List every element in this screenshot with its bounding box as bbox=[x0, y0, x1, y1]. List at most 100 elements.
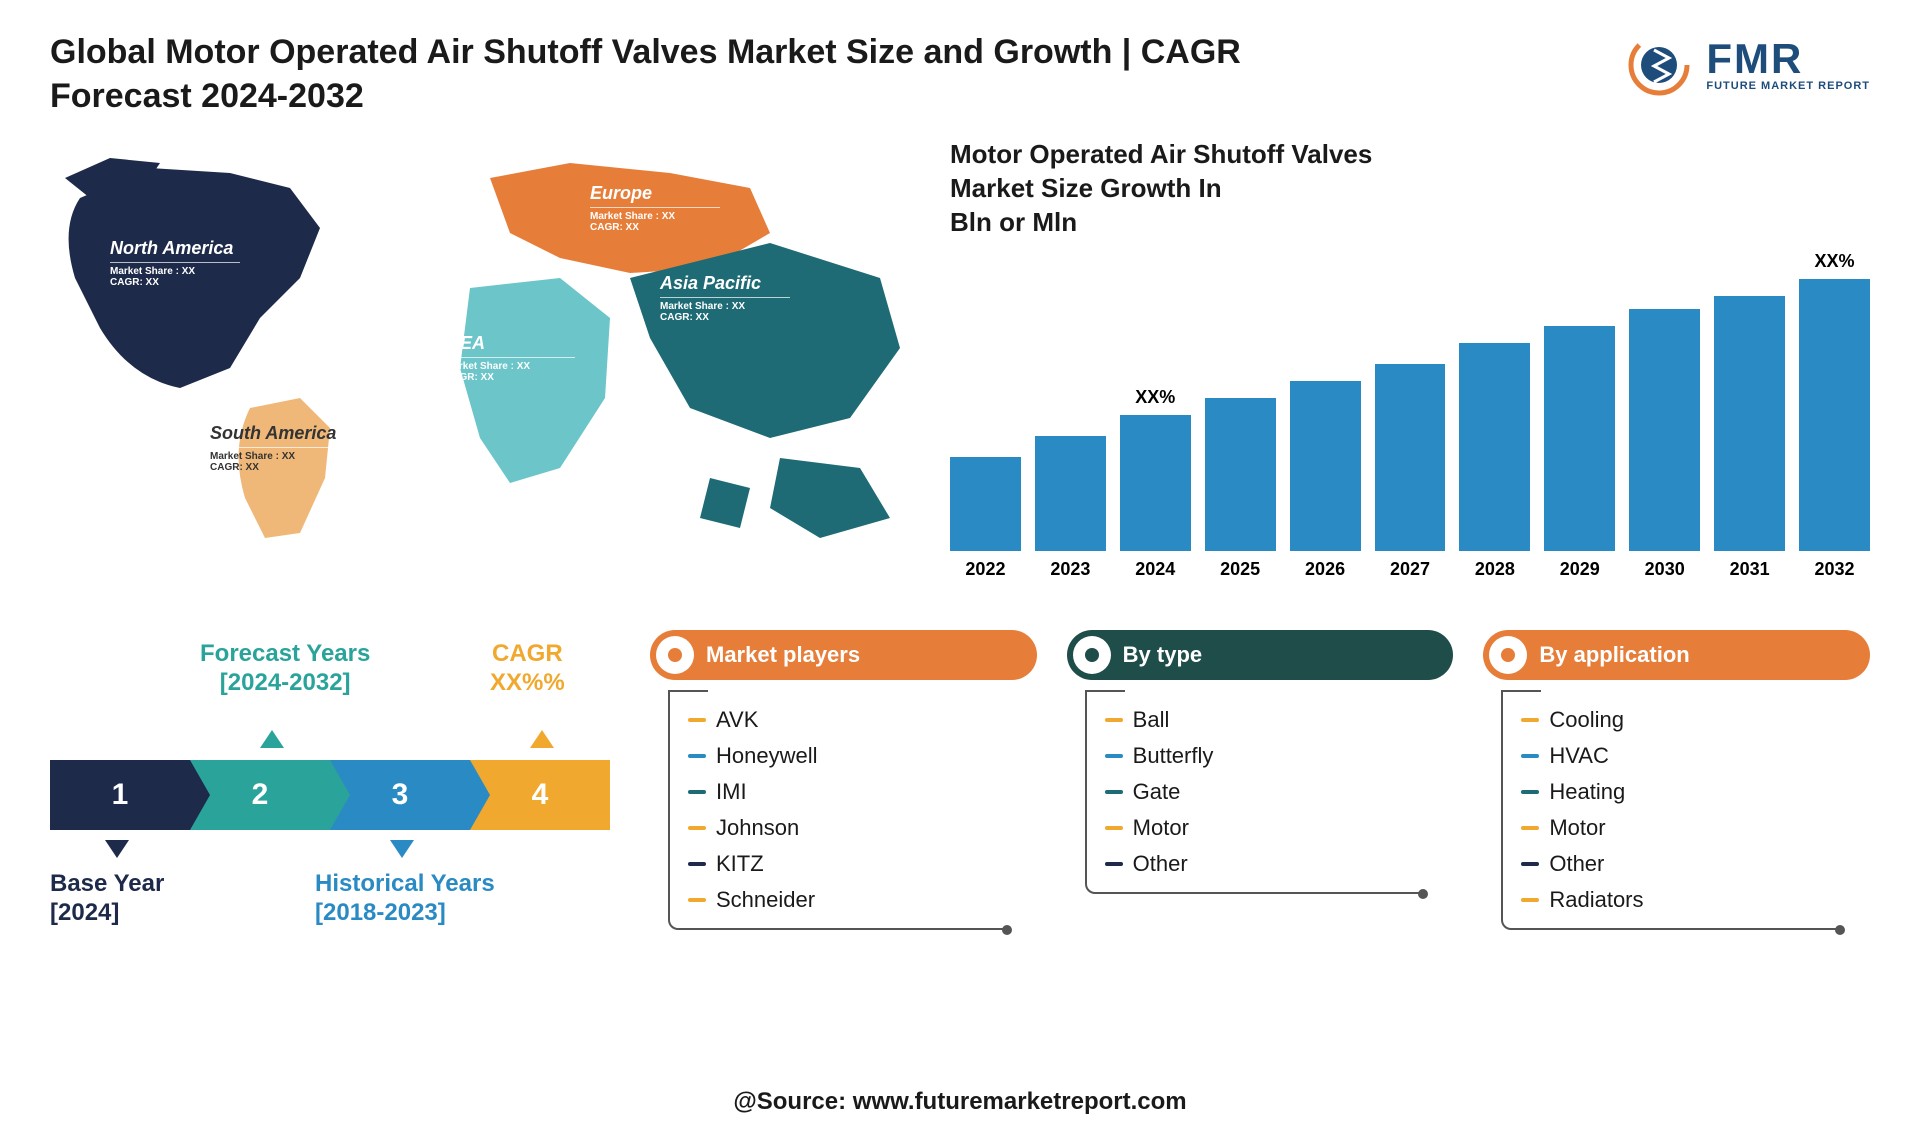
category-by-type: By type BallButterflyGateMotorOther bbox=[1067, 630, 1454, 950]
category-header: By application bbox=[1483, 630, 1870, 680]
bar-year-label: 2026 bbox=[1305, 559, 1345, 580]
list-item: HVAC bbox=[1521, 738, 1840, 774]
chart-title: Motor Operated Air Shutoff Valves Market… bbox=[950, 138, 1870, 239]
dot-icon bbox=[1073, 636, 1111, 674]
tl-text: Forecast Years bbox=[200, 640, 370, 667]
bar-col: 2023 bbox=[1035, 436, 1106, 580]
item-text: Honeywell bbox=[716, 743, 818, 769]
forecast-label: Forecast Years [2024-2032] bbox=[200, 640, 370, 698]
bar-year-label: 2032 bbox=[1814, 559, 1854, 580]
bar-annotation: XX% bbox=[1815, 251, 1855, 272]
bar bbox=[1205, 398, 1276, 551]
bar-col: 2029 bbox=[1544, 326, 1615, 580]
tick-icon bbox=[688, 790, 706, 794]
item-text: Motor bbox=[1549, 815, 1605, 841]
bar-col: XX%2032 bbox=[1799, 279, 1870, 580]
chart-title-line: Motor Operated Air Shutoff Valves bbox=[950, 139, 1372, 169]
item-text: IMI bbox=[716, 779, 747, 805]
bar bbox=[1629, 309, 1700, 551]
item-text: Ball bbox=[1133, 707, 1170, 733]
arrow-up-icon bbox=[260, 730, 284, 748]
list-item: Butterfly bbox=[1105, 738, 1424, 774]
bar-col: XX%2024 bbox=[1120, 415, 1191, 580]
bar-col: 2028 bbox=[1459, 343, 1530, 580]
bar-year-label: 2031 bbox=[1730, 559, 1770, 580]
list-item: Heating bbox=[1521, 774, 1840, 810]
tl-text: Base Year bbox=[50, 870, 164, 897]
category-header: Market players bbox=[650, 630, 1037, 680]
bar-year-label: 2022 bbox=[965, 559, 1005, 580]
bar-year-label: 2029 bbox=[1560, 559, 1600, 580]
category-market-players: Market players AVK Honeywell IMI JohnsonKIT… bbox=[650, 630, 1037, 950]
bar bbox=[1120, 415, 1191, 551]
list-item: Schneider bbox=[688, 882, 1007, 918]
list-item: AVK bbox=[688, 702, 1007, 738]
item-text: HVAC bbox=[1549, 743, 1609, 769]
bar bbox=[1459, 343, 1530, 551]
category-title: By application bbox=[1539, 642, 1689, 668]
item-text: Motor bbox=[1133, 815, 1189, 841]
header: Global Motor Operated Air Shutoff Valves… bbox=[50, 30, 1870, 118]
category-title: Market players bbox=[706, 642, 860, 668]
logo-sub: FUTURE MARKET REPORT bbox=[1706, 80, 1870, 92]
tick-icon bbox=[688, 718, 706, 722]
base-year-label: Base Year [2024] bbox=[50, 870, 164, 928]
bar-year-label: 2030 bbox=[1645, 559, 1685, 580]
item-text: Cooling bbox=[1549, 707, 1624, 733]
bar bbox=[1290, 381, 1361, 551]
title-line: Forecast 2024-2032 bbox=[50, 77, 364, 115]
region-label-asia-pacific: Asia PacificMarket Share : XXCAGR: XX bbox=[660, 273, 790, 323]
bar-chart: 2022 2023XX%2024 2025 2026 2027 2028 2029 2030 2… bbox=[950, 280, 1870, 580]
globe-icon bbox=[1624, 30, 1694, 100]
historical-label: Historical Years [2018-2023] bbox=[315, 870, 495, 928]
timeline-segment: 1 bbox=[50, 760, 190, 830]
tl-text: [2024] bbox=[50, 899, 119, 926]
bar-col: 2030 bbox=[1629, 309, 1700, 580]
region-label-europe: EuropeMarket Share : XXCAGR: XX bbox=[590, 183, 720, 233]
tick-icon bbox=[1521, 898, 1539, 902]
cagr-label: CAGR XX%% bbox=[490, 640, 565, 698]
tick-icon bbox=[1105, 718, 1123, 722]
list-item: Ball bbox=[1105, 702, 1424, 738]
tl-text: XX%% bbox=[490, 669, 565, 696]
categories: Market players AVK Honeywell IMI JohnsonKIT… bbox=[650, 630, 1870, 950]
bar bbox=[1714, 296, 1785, 551]
list-item: Johnson bbox=[688, 810, 1007, 846]
tick-icon bbox=[1521, 862, 1539, 866]
bar-col: 2027 bbox=[1375, 364, 1446, 580]
bar bbox=[1799, 279, 1870, 551]
tl-text: Historical Years bbox=[315, 870, 495, 897]
fmr-logo: FMR FUTURE MARKET REPORT bbox=[1624, 30, 1870, 100]
bar-annotation: XX% bbox=[1135, 387, 1175, 408]
bar-col: 2031 bbox=[1714, 296, 1785, 580]
chart-title-line: Bln or Mln bbox=[950, 207, 1077, 237]
list-item: Honeywell bbox=[688, 738, 1007, 774]
tick-icon bbox=[1105, 862, 1123, 866]
category-list: BallButterflyGateMotorOther bbox=[1085, 692, 1424, 894]
chart-title-line: Market Size Growth In bbox=[950, 173, 1222, 203]
timeline-segment: 3 bbox=[330, 760, 470, 830]
bar-year-label: 2025 bbox=[1220, 559, 1260, 580]
tl-text: CAGR bbox=[492, 640, 563, 667]
top-row: North AmericaMarket Share : XXCAGR: XXSo… bbox=[50, 138, 1870, 579]
logo-fmr: FMR bbox=[1706, 38, 1870, 80]
item-text: Other bbox=[1133, 851, 1188, 877]
region-label-north-america: North AmericaMarket Share : XXCAGR: XX bbox=[110, 238, 240, 288]
category-header: By type bbox=[1067, 630, 1454, 680]
bar-year-label: 2027 bbox=[1390, 559, 1430, 580]
list-item: KITZ bbox=[688, 846, 1007, 882]
tick-icon bbox=[1105, 790, 1123, 794]
tl-text: [2018-2023] bbox=[315, 899, 446, 926]
bar bbox=[950, 457, 1021, 550]
list-item: Cooling bbox=[1521, 702, 1840, 738]
tick-icon bbox=[688, 826, 706, 830]
source-attribution: @Source: www.futuremarketreport.com bbox=[0, 1088, 1920, 1116]
page-title: Global Motor Operated Air Shutoff Valves… bbox=[50, 30, 1241, 118]
timeline-segment: 4 bbox=[470, 760, 610, 830]
tick-icon bbox=[688, 862, 706, 866]
bar-col: 2026 bbox=[1290, 381, 1361, 580]
bottom-row: Forecast Years [2024-2032] CAGR XX%% 123… bbox=[50, 630, 1870, 950]
dot-icon bbox=[656, 636, 694, 674]
bar-col: 2022 bbox=[950, 457, 1021, 579]
tl-text: [2024-2032] bbox=[220, 669, 351, 696]
